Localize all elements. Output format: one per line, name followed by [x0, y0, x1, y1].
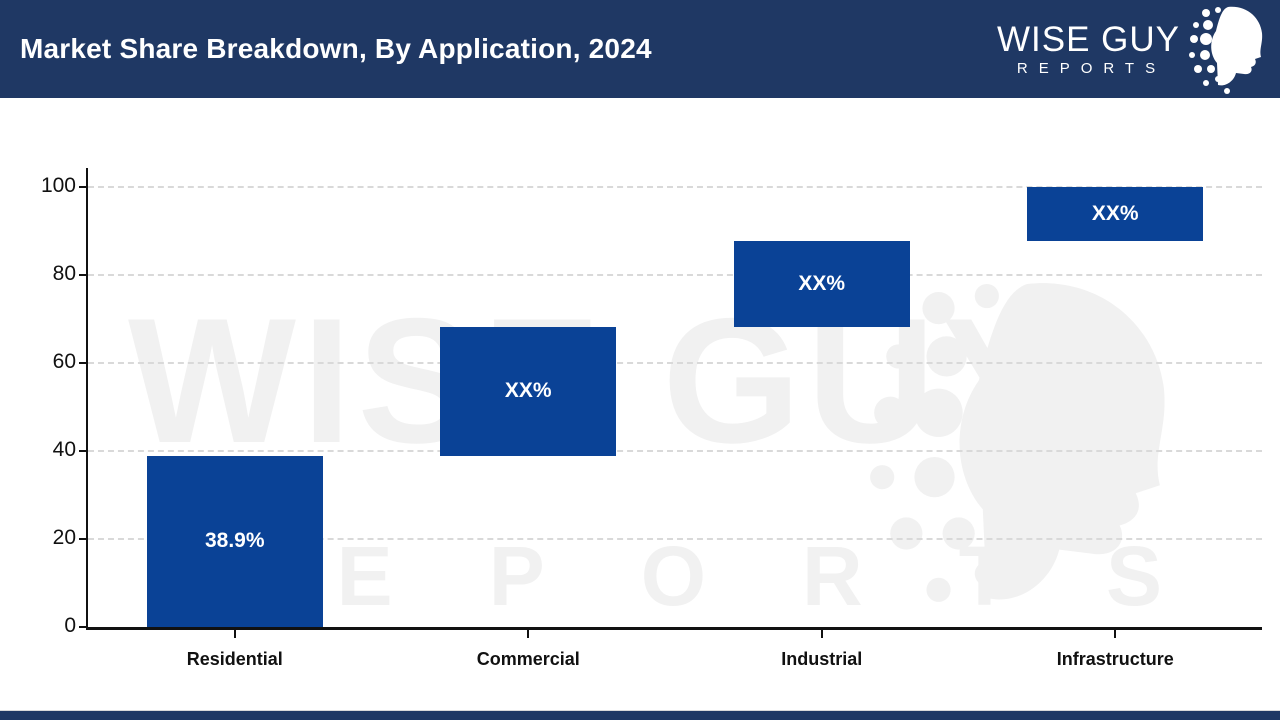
brand-subname: REPORTS: [1016, 59, 1167, 77]
y-gridline: [88, 450, 1262, 452]
x-axis-category-label: Infrastructure: [1056, 649, 1174, 669]
waterfall-bar-infrastructure: XX%: [1027, 187, 1204, 241]
y-axis-tick-mark: [79, 626, 88, 628]
y-axis-tick-mark: [79, 186, 88, 188]
x-axis-category-label: Industrial: [781, 649, 863, 669]
brand-logo-text: WISE GUY REPORTS: [996, 19, 1180, 77]
x-axis-category-label: Residential: [186, 649, 283, 669]
bar-value-label: XX%: [1091, 201, 1139, 225]
header-bar: Market Share Breakdown, By Application, …: [0, 0, 1280, 98]
x-axis-tick-mark: [1114, 629, 1117, 638]
y-axis-tick-mark: [79, 450, 88, 452]
y-gridline: [88, 186, 1262, 188]
y-gridline: [88, 538, 1262, 540]
x-axis-tick-mark: [527, 629, 530, 638]
brand-name: WISE GUY: [996, 19, 1180, 59]
x-axis-category-label: Commercial: [476, 649, 580, 669]
waterfall-bar-commercial: XX%: [440, 326, 617, 456]
y-axis-tick-label: 100: [40, 174, 76, 197]
page-title: Market Share Breakdown, By Application, …: [20, 33, 652, 64]
y-axis-tick-label: 20: [52, 526, 76, 549]
bar-value-label: XX%: [504, 379, 552, 403]
y-gridline: [88, 362, 1262, 364]
waterfall-bar-industrial: XX%: [733, 240, 910, 327]
footer-bar: [0, 711, 1280, 720]
x-axis-tick-mark: [233, 629, 236, 638]
footer-divider: [0, 710, 1280, 711]
y-axis-tick-label: 80: [52, 262, 76, 285]
chart-canvas: WISE GUY REPORTS 0 20 40 60 80 100 38.9% Reside…: [0, 98, 1280, 711]
bar-value-label: 38.9%: [204, 529, 265, 553]
head-profile-icon: [1189, 6, 1263, 94]
y-gridline: [88, 274, 1262, 276]
x-axis-line: [86, 627, 1262, 630]
y-axis-line: [86, 168, 88, 630]
waterfall-bar-residential: 38.9%: [146, 455, 323, 627]
y-axis-tick-mark: [79, 274, 88, 276]
bar-value-label: XX%: [798, 271, 846, 295]
brand-logo: WISE GUY REPORTS: [997, 0, 1280, 98]
y-axis-tick-mark: [79, 538, 88, 540]
y-axis-tick-label: 40: [52, 438, 76, 461]
y-axis-tick-label: 0: [64, 614, 76, 637]
x-axis-tick-mark: [820, 629, 823, 638]
y-axis-tick-label: 60: [52, 350, 76, 373]
y-axis-tick-mark: [79, 362, 88, 364]
